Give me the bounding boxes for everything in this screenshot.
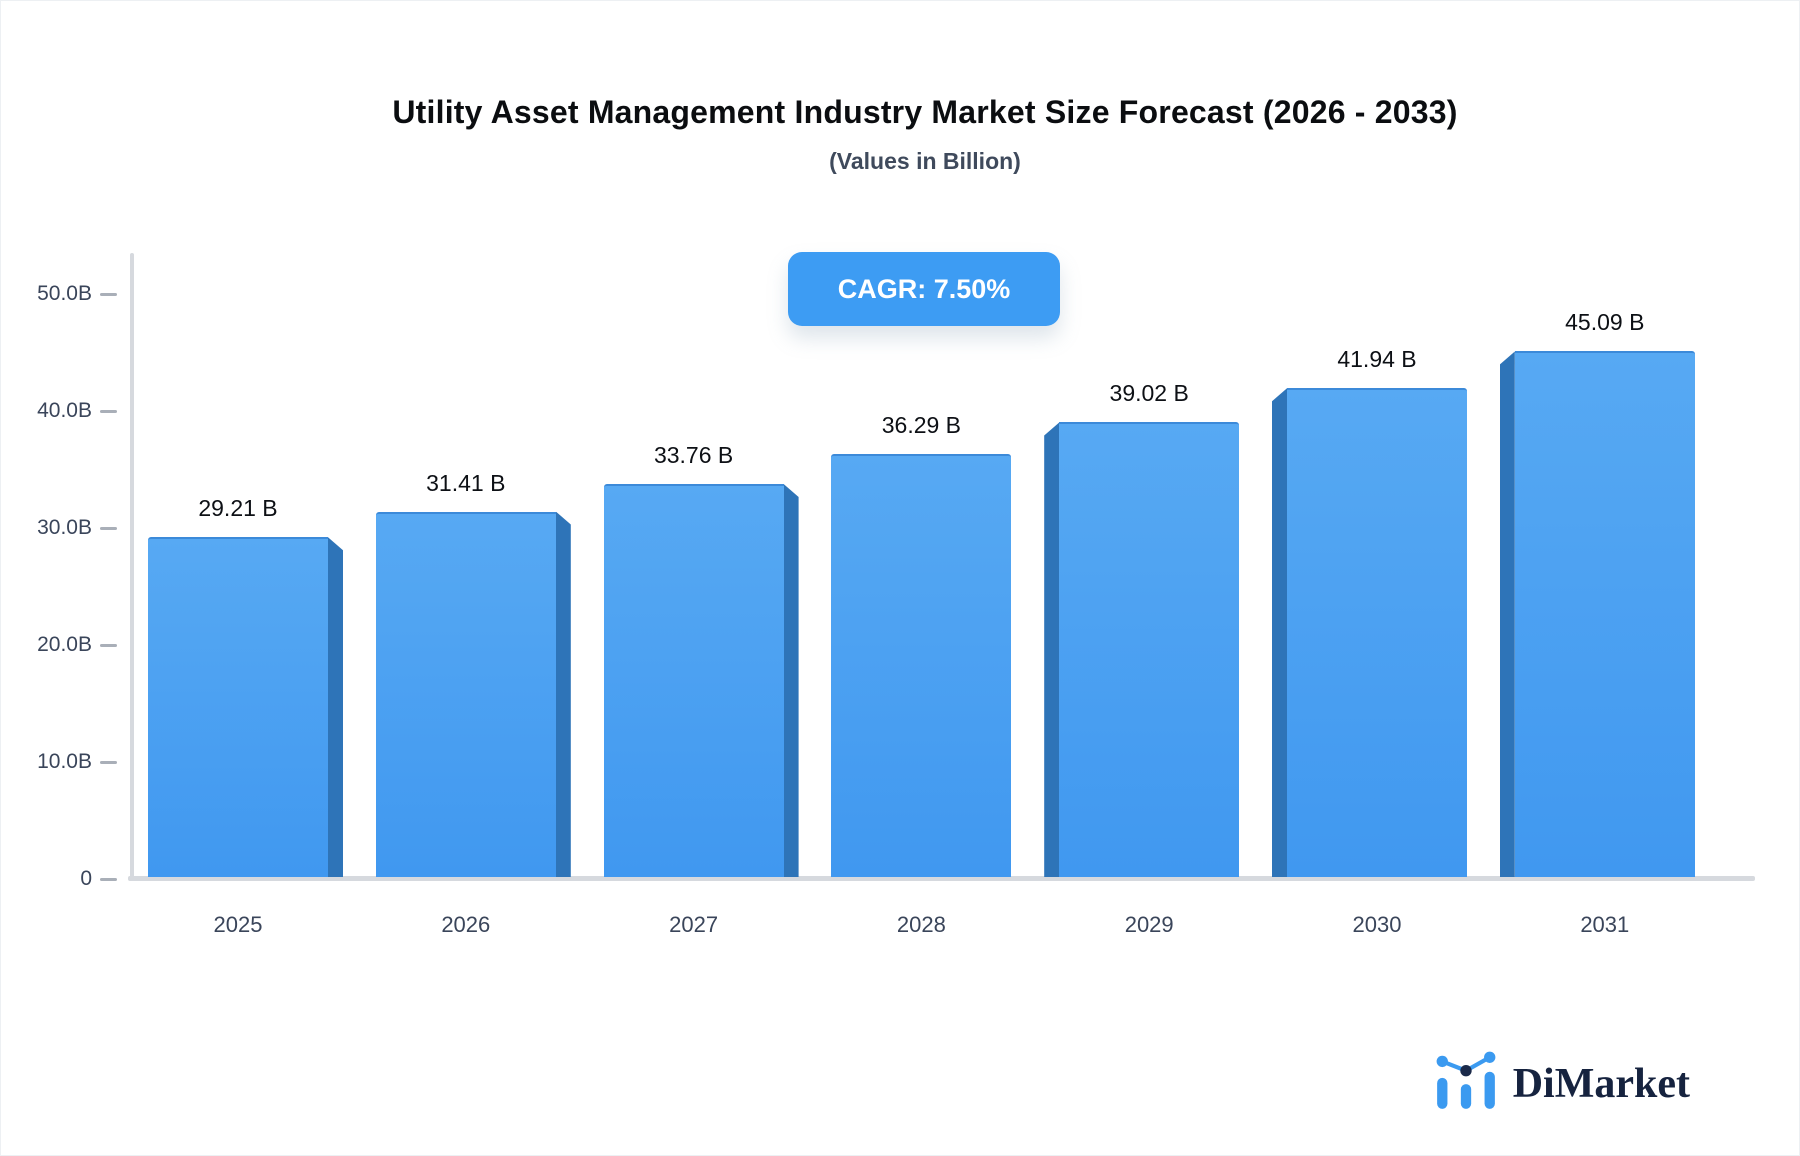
y-axis-tick-label: 20.0B [37, 633, 92, 656]
bar[interactable] [375, 511, 556, 877]
cagr-badge: CAGR: 7.50% [788, 252, 1060, 326]
bar-side-bevel [1272, 388, 1287, 877]
bar[interactable] [603, 484, 784, 877]
y-axis-tick-label: 30.0B [37, 516, 92, 539]
bar[interactable] [831, 454, 1012, 877]
mini-bar-chart-icon [1436, 1051, 1496, 1109]
bar-value-label: 41.94 B [1337, 346, 1417, 373]
bar-side-bevel [1044, 422, 1060, 877]
bar-value-label: 36.29 B [881, 412, 962, 439]
bar[interactable] [1287, 388, 1467, 877]
y-axis-tick [100, 761, 117, 764]
chart-subtitle: (Values in Billion) [829, 148, 1021, 174]
bar-side-bevel [1499, 351, 1515, 877]
bar-side-bevel [783, 484, 799, 877]
y-axis-tick-label: 10.0B [37, 750, 92, 773]
x-axis-label: 2025 [213, 912, 263, 937]
y-axis-tick [100, 293, 117, 296]
brand-logo-text: DiMarket [1512, 1061, 1690, 1107]
x-axis-label: 2031 [1580, 912, 1630, 937]
bar[interactable] [1514, 351, 1695, 877]
y-axis-tick [100, 410, 117, 413]
y-axis-tick [100, 527, 117, 530]
bar[interactable] [148, 537, 328, 877]
y-axis-line [130, 253, 134, 878]
x-axis-label: 2030 [1352, 912, 1402, 937]
y-axis-tick-label: 40.0B [37, 399, 92, 422]
bar-side-bevel [555, 511, 571, 877]
y-axis-tick-label: 50.0B [37, 282, 92, 305]
y-axis-tick-label: 0 [80, 867, 92, 890]
bar-value-label: 31.41 B [426, 469, 506, 496]
x-axis-label: 2028 [896, 912, 946, 937]
x-axis-label: 2027 [669, 912, 719, 937]
y-axis-tick [100, 878, 117, 881]
bar[interactable] [1059, 422, 1240, 877]
chart-title: Utility Asset Management Industry Market… [392, 94, 1458, 130]
bar-side-bevel [328, 537, 343, 877]
x-axis-baseline [128, 876, 1755, 881]
x-axis-label: 2029 [1124, 912, 1174, 937]
x-axis-label: 2026 [441, 912, 491, 937]
bar-value-label: 33.76 B [653, 442, 734, 468]
bar-value-label: 29.21 B [198, 495, 278, 522]
brand-logo: DiMarket [1433, 1048, 1690, 1114]
y-axis-tick [100, 644, 117, 647]
bar-value-label: 39.02 B [1109, 380, 1189, 407]
bar-value-label: 45.09 B [1565, 309, 1645, 336]
